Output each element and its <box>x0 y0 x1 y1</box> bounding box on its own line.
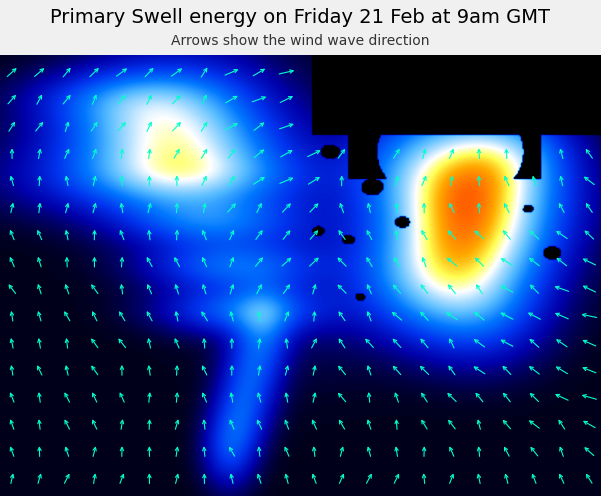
Text: Primary Swell energy on Friday 21 Feb at 9am GMT: Primary Swell energy on Friday 21 Feb at… <box>50 8 551 27</box>
Text: Arrows show the wind wave direction: Arrows show the wind wave direction <box>171 34 430 48</box>
